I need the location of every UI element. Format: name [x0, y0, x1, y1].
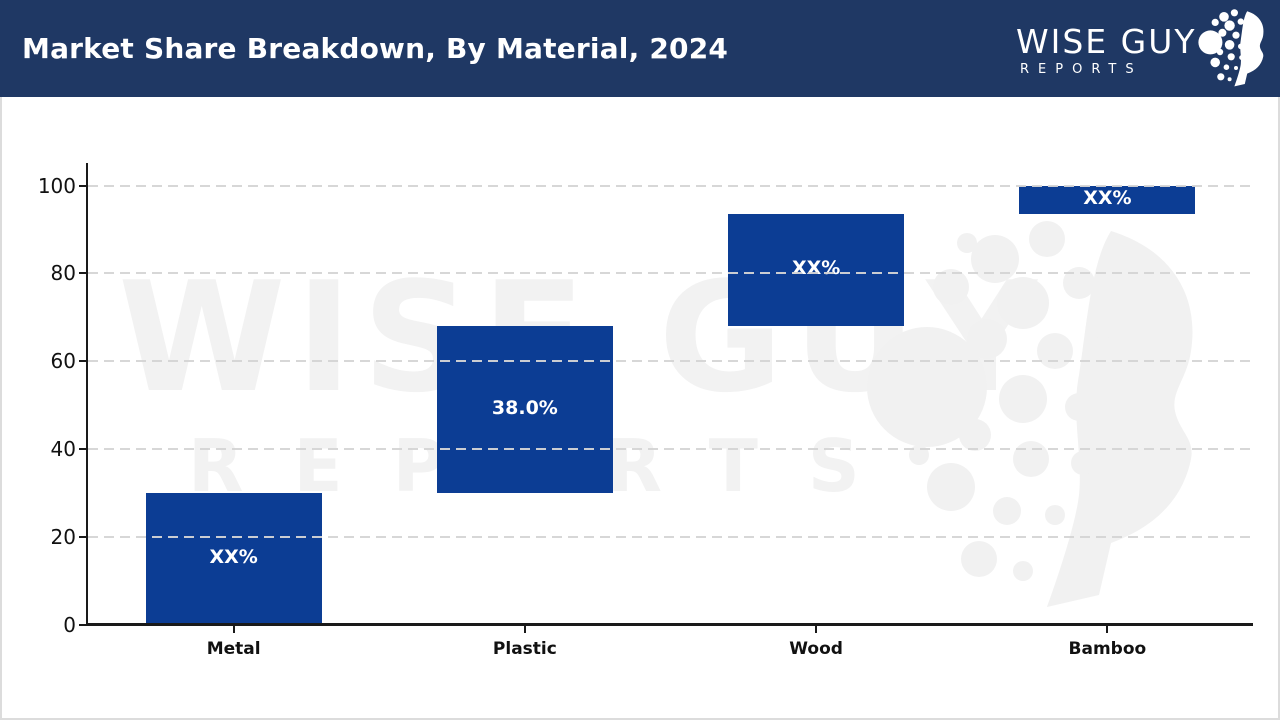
logo-wiseguy-text: WISE GUY: [1016, 22, 1197, 61]
x-tick-mark: [1106, 626, 1109, 633]
x-tick-label: Plastic: [492, 639, 557, 659]
x-tick-mark: [815, 626, 818, 633]
bar-plastic: 38.0%: [436, 326, 613, 494]
page-title: Market Share Breakdown, By Material, 202…: [22, 32, 729, 65]
y-axis-line: [86, 163, 88, 625]
y-tick-mark: [79, 624, 87, 626]
y-tick-mark: [79, 184, 87, 187]
y-tick-label: 40: [50, 437, 76, 462]
y-tick-mark: [79, 448, 87, 451]
page-border-left: [0, 0, 2, 720]
bar-bamboo: XX%: [1019, 185, 1196, 215]
y-tick-label: 100: [37, 173, 76, 198]
logo-face-icon: [1198, 9, 1264, 87]
x-tick-mark: [523, 626, 526, 633]
y-tick-mark: [79, 272, 87, 275]
y-tick-label: 80: [50, 261, 76, 286]
gridline-y-20: [88, 536, 1253, 539]
gridline-y-40: [88, 448, 1253, 451]
header: Market Share Breakdown, By Material, 202…: [0, 0, 1280, 97]
x-tick-label: Wood: [789, 639, 843, 659]
y-tick-label: 0: [63, 613, 76, 637]
x-tick-label: Metal: [206, 639, 261, 659]
y-tick-mark: [79, 536, 87, 539]
gridline-y-80: [88, 272, 1253, 275]
gridline-y-100: [88, 184, 1253, 187]
y-tick-label: 20: [50, 525, 76, 550]
page-border-right: [1278, 0, 1280, 720]
y-tick-label: 60: [50, 349, 76, 374]
wise-guy-logo: WISE GUY REPORTS: [1016, 6, 1266, 92]
y-tick-mark: [79, 360, 87, 363]
x-tick-mark: [232, 626, 235, 633]
bar-value-label: XX%: [1083, 186, 1132, 209]
bar-value-label: 38.0%: [491, 396, 558, 419]
x-tick-label: Bamboo: [1068, 639, 1147, 659]
gridline-y-60: [88, 360, 1253, 363]
bar-wood: XX%: [728, 214, 905, 327]
logo-reports-text: REPORTS: [1020, 62, 1143, 77]
x-axis-line: [87, 623, 1253, 626]
bar-value-label: XX%: [791, 257, 841, 280]
page-border-bottom: [0, 718, 1280, 720]
bar-value-label: XX%: [209, 546, 258, 569]
bar-metal: XX%: [145, 493, 322, 625]
